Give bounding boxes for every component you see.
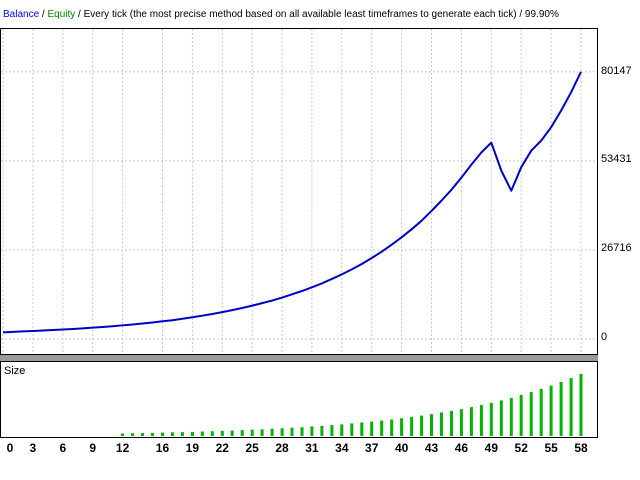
x-axis-label: 43 — [424, 441, 439, 455]
x-axis-labels: 0 3 6 9 12 16 19 22 25 28 31 34 37 40 43 46 49 52 55 58 — [0, 441, 640, 461]
x-axis-label: 58 — [574, 441, 588, 455]
x-axis-label: 16 — [155, 441, 170, 455]
legend-balance: Balance — [3, 8, 40, 20]
x-axis-label: 55 — [544, 441, 558, 455]
y-axis-label: 53431 — [601, 153, 632, 166]
size-bar-chart — [0, 362, 598, 438]
x-axis-label: 22 — [215, 441, 229, 455]
x-axis-label: 49 — [484, 441, 498, 455]
x-axis-label: 31 — [305, 441, 319, 455]
x-axis-label: 3 — [29, 441, 37, 455]
size-panel-label: Size — [4, 365, 26, 377]
x-axis-label: 46 — [454, 441, 469, 455]
x-axis-label: 12 — [115, 441, 130, 455]
x-axis-label: 34 — [335, 441, 349, 455]
legend-equity: Equity — [47, 8, 76, 20]
x-axis-label: 40 — [394, 441, 409, 455]
x-axis-label: 37 — [365, 441, 379, 455]
x-axis-label: 52 — [514, 441, 528, 455]
x-axis-label: 28 — [275, 441, 289, 455]
x-axis-label: 0 — [6, 441, 14, 455]
x-axis-label: 25 — [245, 441, 259, 455]
legend-separator: / — [39, 8, 48, 20]
legend-method-text: / Every tick (the most precise method ba… — [75, 8, 559, 20]
y-axis-labels: 0 26716 53431 80147 — [601, 0, 640, 480]
balance-equity-chart — [0, 28, 598, 354]
x-axis-label: 9 — [89, 441, 97, 455]
y-axis-label: 0 — [601, 331, 608, 344]
panel-splitter[interactable] — [0, 354, 598, 362]
y-axis-label: 80147 — [601, 64, 632, 77]
chart-legend-header: Balance / Equity / Every tick (the most … — [0, 0, 640, 28]
x-axis-label: 19 — [185, 441, 200, 455]
y-axis-label: 26716 — [601, 242, 632, 255]
x-axis-label: 6 — [59, 441, 67, 455]
